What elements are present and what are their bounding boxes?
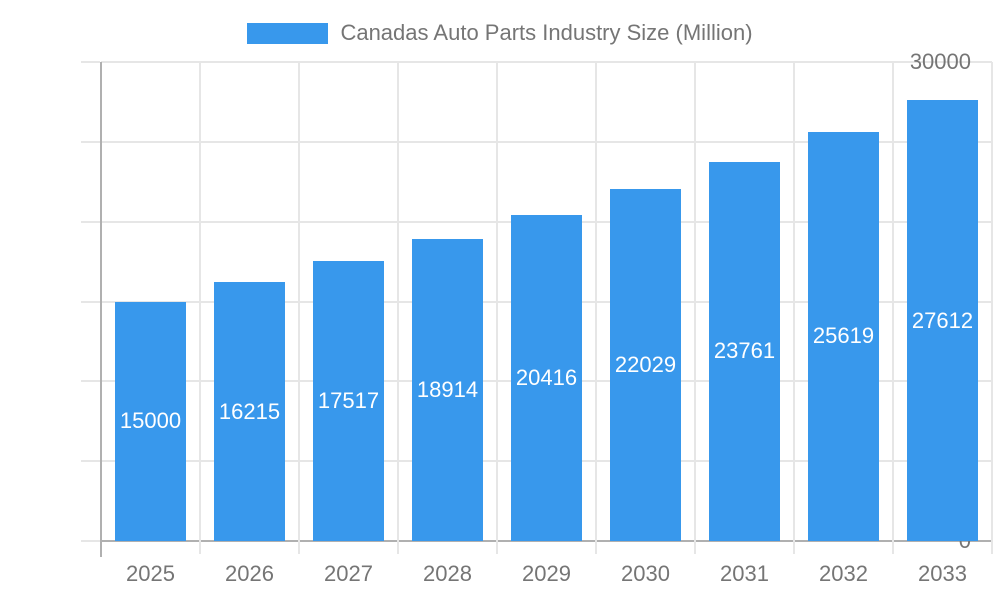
bar-2030[interactable]: 22029 [609, 189, 682, 541]
x-tick-label: 2027 [324, 561, 373, 586]
y-axis-tick [81, 220, 100, 223]
bar-2027[interactable]: 17517 [312, 261, 385, 541]
v-gridline [694, 62, 696, 554]
bar-2028[interactable]: 18914 [411, 239, 484, 541]
y-tick-label: 30000 [909, 49, 971, 74]
legend-series-label: Canadas Auto Parts Industry Size (Millio… [340, 20, 753, 45]
x-tick-label: 2032 [819, 561, 868, 586]
y-axis-tick [81, 540, 100, 542]
bar-value-label: 25619 [812, 323, 875, 349]
bar-2031[interactable]: 23761 [708, 161, 781, 541]
bar-value-label: 22029 [614, 352, 677, 378]
bar-value-label: 23761 [713, 338, 776, 364]
v-gridline [595, 62, 597, 554]
v-gridline [298, 62, 300, 554]
bar-value-label: 16215 [218, 398, 281, 424]
x-tick-label: 2033 [918, 561, 967, 586]
bar-value-label: 17517 [317, 388, 380, 414]
x-axis-baseline [101, 540, 992, 542]
x-tick-label: 2029 [522, 561, 571, 586]
bar-2032[interactable]: 25619 [807, 131, 880, 541]
v-gridline [199, 62, 201, 554]
v-gridline [991, 62, 993, 554]
v-gridline [496, 62, 498, 554]
y-axis-line [100, 62, 102, 557]
y-axis-tick [81, 61, 100, 63]
plot-area: 0500010000150002000025000300001500016215… [81, 51, 993, 585]
y-axis-tick [81, 380, 100, 383]
y-axis-tick [81, 140, 100, 143]
h-gridline [101, 61, 992, 63]
h-gridline [101, 140, 992, 143]
bar-2026[interactable]: 16215 [213, 282, 286, 541]
bar-value-label: 15000 [119, 408, 182, 434]
bar-value-label: 27612 [911, 307, 974, 333]
bar-2025[interactable]: 15000 [114, 301, 187, 541]
legend-color-swatch [247, 22, 329, 44]
v-gridline [892, 62, 894, 554]
x-tick-label: 2025 [126, 561, 175, 586]
bar-2029[interactable]: 20416 [510, 215, 583, 541]
bar-value-label: 20416 [515, 365, 578, 390]
x-tick-label: 2031 [720, 561, 769, 586]
v-gridline [397, 62, 399, 554]
x-tick-label: 2030 [621, 561, 670, 586]
bar-2033[interactable]: 27612 [906, 100, 979, 541]
bar-value-label: 18914 [416, 376, 479, 402]
y-axis-tick [81, 460, 100, 463]
chart-legend: Canadas Auto Parts Industry Size (Millio… [0, 20, 1000, 46]
y-axis-tick [81, 300, 100, 303]
v-gridline [793, 62, 795, 554]
x-tick-label: 2028 [423, 561, 472, 586]
x-tick-label: 2026 [225, 561, 274, 586]
